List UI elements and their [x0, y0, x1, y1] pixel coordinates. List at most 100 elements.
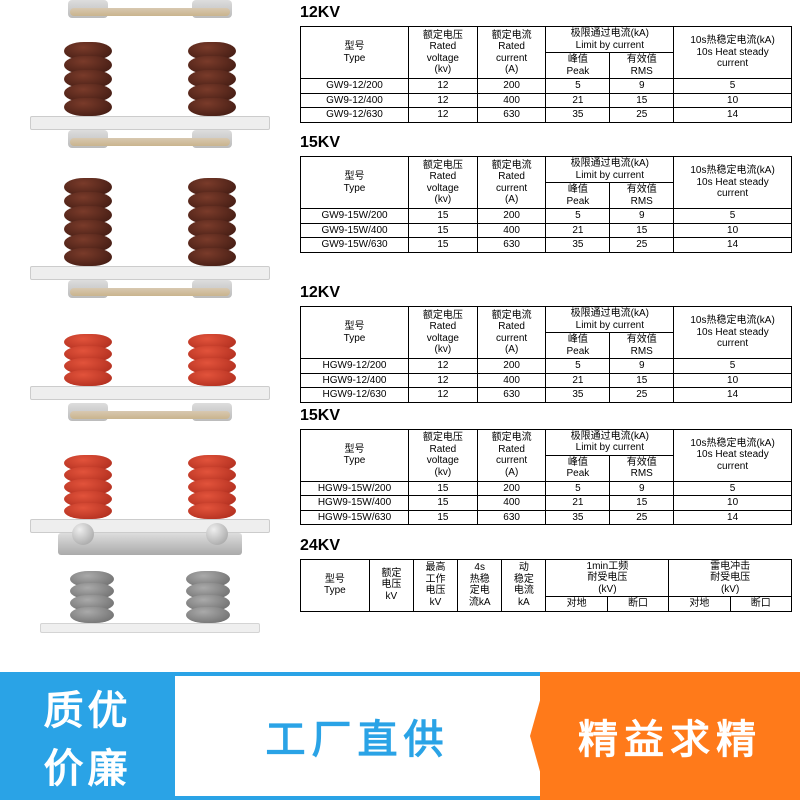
- table-row: HGW9-15W/630 15 630 35 25 14: [301, 510, 792, 525]
- cell-kv: 15: [409, 510, 478, 525]
- cell-a: 630: [477, 238, 546, 253]
- cell-type: GW9-15W/630: [301, 238, 409, 253]
- page-root: 12KV 型号Type 额定电压Ratedvoltage(kv) 额定电流Rat…: [0, 0, 800, 800]
- cell-heat: 14: [674, 108, 792, 123]
- spec-section-24kv: 24KV 型号Type 额定电压kV 最高工作电压kV 4s热稳定电流kA 动稳…: [0, 533, 800, 633]
- cell-a: 400: [477, 223, 546, 238]
- cell-a: 630: [477, 510, 546, 525]
- table-row: HGW9-12/400 12 400 21 15 10: [301, 373, 792, 388]
- cell-heat: 10: [674, 93, 792, 108]
- section-title: 15KV: [300, 134, 792, 152]
- table-row: GW9-15W/630 15 630 35 25 14: [301, 238, 792, 253]
- cell-type: HGW9-12/400: [301, 373, 409, 388]
- table-row: HGW9-15W/400 15 400 21 15 10: [301, 496, 792, 511]
- cell-a: 200: [477, 359, 546, 374]
- cell-type: GW9-12/630: [301, 108, 409, 123]
- cell-heat: 5: [674, 359, 792, 374]
- cell-kv: 15: [409, 481, 478, 496]
- section-title: 15KV: [300, 407, 792, 425]
- cell-type: GW9-12/200: [301, 79, 409, 94]
- cell-rms: 25: [610, 238, 674, 253]
- cell-rms: 9: [610, 79, 674, 94]
- spec-table: 型号Type 额定电压Ratedvoltage(kv) 额定电流Ratedcur…: [300, 306, 792, 403]
- table-row: HGW9-12/630 12 630 35 25 14: [301, 388, 792, 403]
- cell-heat: 10: [674, 373, 792, 388]
- section-title: 12KV: [300, 4, 792, 22]
- product-image: [20, 403, 280, 533]
- cell-heat: 14: [674, 388, 792, 403]
- cell-a: 400: [477, 373, 546, 388]
- cell-kv: 15: [409, 223, 478, 238]
- banner-right: 精益求精: [540, 672, 800, 800]
- cell-heat: 5: [674, 209, 792, 224]
- table-row: GW9-12/200 12 200 5 9 5: [301, 79, 792, 94]
- cell-kv: 12: [409, 93, 478, 108]
- spec-section: 12KV 型号Type 额定电压Ratedvoltage(kv) 额定电流Rat…: [0, 280, 800, 403]
- table-row: GW9-12/630 12 630 35 25 14: [301, 108, 792, 123]
- cell-rms: 9: [610, 209, 674, 224]
- banner-left-line1: 质优: [44, 678, 132, 736]
- cell-a: 630: [477, 108, 546, 123]
- section-title: 24KV: [300, 537, 792, 555]
- cell-type: HGW9-12/630: [301, 388, 409, 403]
- cell-kv: 12: [409, 373, 478, 388]
- cell-rms: 15: [610, 496, 674, 511]
- cell-rms: 25: [610, 108, 674, 123]
- cell-kv: 12: [409, 359, 478, 374]
- cell-kv: 15: [409, 238, 478, 253]
- cell-rms: 15: [610, 373, 674, 388]
- cell-a: 400: [477, 496, 546, 511]
- cell-rms: 25: [610, 510, 674, 525]
- product-image: [20, 130, 280, 280]
- table-row: HGW9-12/200 12 200 5 9 5: [301, 359, 792, 374]
- cell-peak: 21: [546, 373, 610, 388]
- spec-table: 型号Type 额定电压Ratedvoltage(kv) 额定电流Ratedcur…: [300, 26, 792, 123]
- cell-type: HGW9-15W/630: [301, 510, 409, 525]
- cell-kv: 15: [409, 209, 478, 224]
- table-row: HGW9-15W/200 15 200 5 9 5: [301, 481, 792, 496]
- cell-kv: 12: [409, 108, 478, 123]
- cell-heat: 14: [674, 238, 792, 253]
- cell-rms: 9: [610, 359, 674, 374]
- cell-peak: 35: [546, 238, 610, 253]
- spec-table-24kv: 型号Type 额定电压kV 最高工作电压kV 4s热稳定电流kA 动稳定电流kA…: [300, 559, 792, 612]
- cell-heat: 5: [674, 79, 792, 94]
- cell-rms: 9: [610, 481, 674, 496]
- cell-rms: 25: [610, 388, 674, 403]
- table-row: GW9-12/400 12 400 21 15 10: [301, 93, 792, 108]
- cell-type: GW9-15W/200: [301, 209, 409, 224]
- product-image: [20, 280, 280, 400]
- product-image: [20, 0, 280, 130]
- cell-peak: 35: [546, 108, 610, 123]
- cell-kv: 12: [409, 388, 478, 403]
- cell-type: GW9-12/400: [301, 93, 409, 108]
- cell-a: 200: [477, 209, 546, 224]
- cell-a: 200: [477, 481, 546, 496]
- cell-a: 630: [477, 388, 546, 403]
- cell-heat: 5: [674, 481, 792, 496]
- banner-mid: 工厂直供: [175, 672, 540, 800]
- table-row: GW9-15W/200 15 200 5 9 5: [301, 209, 792, 224]
- spec-section: 12KV 型号Type 额定电压Ratedvoltage(kv) 额定电流Rat…: [0, 0, 800, 130]
- cell-a: 200: [477, 79, 546, 94]
- cell-rms: 15: [610, 223, 674, 238]
- cell-heat: 10: [674, 496, 792, 511]
- footer-banner: 质优 价廉 工厂直供 精益求精: [0, 672, 800, 800]
- cell-peak: 5: [546, 359, 610, 374]
- cell-rms: 15: [610, 93, 674, 108]
- cell-type: HGW9-15W/200: [301, 481, 409, 496]
- cell-peak: 21: [546, 223, 610, 238]
- product-image: [20, 533, 280, 633]
- cell-peak: 35: [546, 388, 610, 403]
- spec-section: 15KV 型号Type 额定电压Ratedvoltage(kv) 额定电流Rat…: [0, 403, 800, 533]
- table-row: GW9-15W/400 15 400 21 15 10: [301, 223, 792, 238]
- cell-type: GW9-15W/400: [301, 223, 409, 238]
- spec-table: 型号Type 额定电压Ratedvoltage(kv) 额定电流Ratedcur…: [300, 156, 792, 253]
- cell-kv: 15: [409, 496, 478, 511]
- cell-peak: 5: [546, 481, 610, 496]
- cell-type: HGW9-15W/400: [301, 496, 409, 511]
- cell-peak: 21: [546, 93, 610, 108]
- cell-peak: 5: [546, 79, 610, 94]
- banner-left: 质优 价廉: [0, 672, 175, 800]
- cell-peak: 21: [546, 496, 610, 511]
